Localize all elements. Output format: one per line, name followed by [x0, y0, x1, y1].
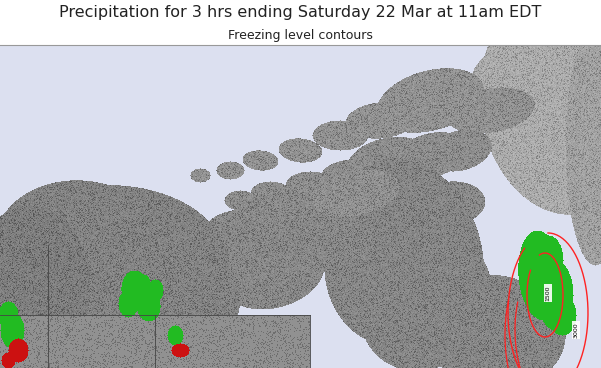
- Text: Freezing level contours: Freezing level contours: [228, 29, 373, 42]
- Text: Precipitation for 3 hrs ending Saturday 22 Mar at 11am EDT: Precipitation for 3 hrs ending Saturday …: [59, 5, 542, 20]
- Text: 3000: 3000: [573, 322, 579, 338]
- Text: 1500: 1500: [546, 285, 551, 301]
